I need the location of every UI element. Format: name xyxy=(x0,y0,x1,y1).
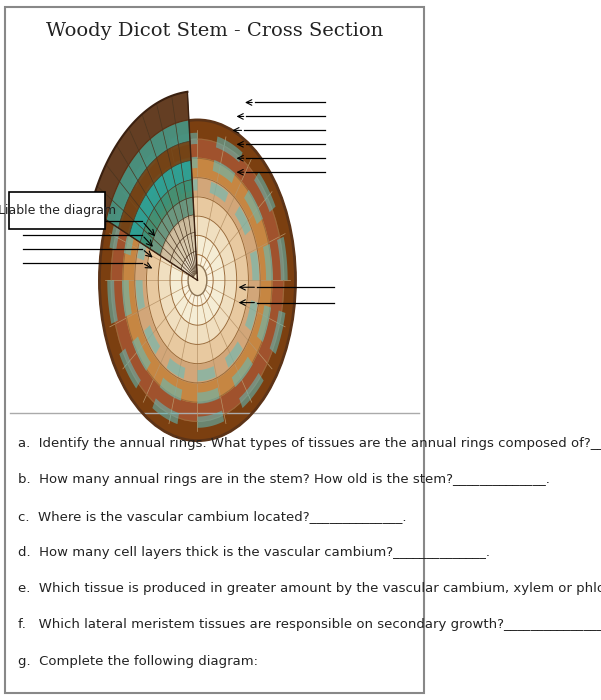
Circle shape xyxy=(99,120,296,440)
Text: f.   Which lateral meristem tissues are responsible on secondary growth?________: f. Which lateral meristem tissues are re… xyxy=(19,618,601,631)
Polygon shape xyxy=(171,133,198,150)
Polygon shape xyxy=(144,326,160,354)
Polygon shape xyxy=(129,160,192,242)
Polygon shape xyxy=(175,157,198,173)
Polygon shape xyxy=(198,388,220,404)
Polygon shape xyxy=(277,237,288,280)
Polygon shape xyxy=(136,280,145,310)
Polygon shape xyxy=(129,160,192,242)
Polygon shape xyxy=(109,206,125,250)
Polygon shape xyxy=(244,190,263,224)
Polygon shape xyxy=(90,92,189,220)
Polygon shape xyxy=(254,172,276,212)
Circle shape xyxy=(158,216,237,344)
Circle shape xyxy=(135,178,260,383)
Polygon shape xyxy=(213,160,235,183)
Polygon shape xyxy=(107,280,118,324)
Text: g.  Complete the following diagram:: g. Complete the following diagram: xyxy=(19,654,258,668)
Polygon shape xyxy=(142,174,163,204)
Circle shape xyxy=(111,139,284,421)
Polygon shape xyxy=(106,120,190,228)
FancyBboxPatch shape xyxy=(9,192,105,230)
Text: e.  Which tissue is produced in greater amount by the vascular cambium, xylem or: e. Which tissue is produced in greater a… xyxy=(19,582,601,595)
Polygon shape xyxy=(270,311,285,354)
Polygon shape xyxy=(179,179,198,195)
Text: d.  How many cell layers thick is the vascular cambium?______________.: d. How many cell layers thick is the vas… xyxy=(19,546,490,559)
Text: Liable the diagram: Liable the diagram xyxy=(0,204,116,217)
Polygon shape xyxy=(150,197,194,256)
Circle shape xyxy=(123,158,272,402)
Text: Woody Dicot Stem - Cross Section: Woody Dicot Stem - Cross Section xyxy=(46,22,383,41)
Polygon shape xyxy=(120,349,141,389)
Polygon shape xyxy=(166,358,185,379)
Polygon shape xyxy=(210,182,228,202)
Polygon shape xyxy=(160,215,195,262)
Polygon shape xyxy=(250,251,259,280)
Polygon shape xyxy=(132,337,151,371)
Polygon shape xyxy=(160,377,182,400)
Polygon shape xyxy=(198,366,216,382)
Polygon shape xyxy=(263,244,273,280)
Circle shape xyxy=(182,255,213,306)
Polygon shape xyxy=(152,193,170,219)
Polygon shape xyxy=(140,180,193,249)
Circle shape xyxy=(170,235,225,326)
Text: b.  How many annual rings are in the stem? How old is the stem?______________.: b. How many annual rings are in the stem… xyxy=(19,473,551,486)
Circle shape xyxy=(192,271,203,290)
Polygon shape xyxy=(232,356,253,387)
Polygon shape xyxy=(153,398,179,424)
Polygon shape xyxy=(137,230,150,260)
Polygon shape xyxy=(245,300,258,331)
Polygon shape xyxy=(239,373,264,408)
Circle shape xyxy=(147,197,248,364)
Polygon shape xyxy=(124,218,138,256)
Polygon shape xyxy=(225,342,243,368)
Polygon shape xyxy=(235,206,251,235)
Polygon shape xyxy=(122,280,132,317)
Polygon shape xyxy=(216,136,243,162)
Polygon shape xyxy=(106,120,190,228)
Polygon shape xyxy=(170,232,196,270)
Polygon shape xyxy=(181,251,197,276)
Text: c.  Where is the vascular cambium located?______________.: c. Where is the vascular cambium located… xyxy=(19,510,407,523)
Polygon shape xyxy=(257,305,271,342)
Polygon shape xyxy=(150,197,194,256)
Text: a.  Identify the annual rings. What types of tissues are the annual rings compos: a. Identify the annual rings. What types… xyxy=(19,438,601,450)
Circle shape xyxy=(188,265,207,295)
Polygon shape xyxy=(131,153,156,188)
Polygon shape xyxy=(198,410,224,428)
Polygon shape xyxy=(118,141,191,235)
